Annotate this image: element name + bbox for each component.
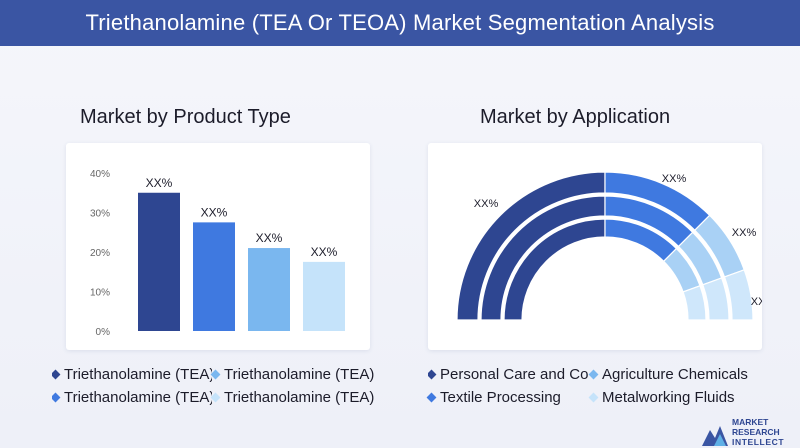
logo-line2: RESEARCH [732,427,780,437]
product-type-legend-item: Triethanolamine (TEA) [210,366,375,383]
product-type-legend-label: Triethanolamine (TEA) [64,389,212,406]
donut-data-label: XX% [732,227,757,239]
market-research-intellect-logo: MARKET RESEARCH INTELLECT [700,414,800,448]
y-tick-label: 0% [96,327,111,338]
application-legend-label: Personal Care and Co [440,366,589,383]
product-type-heading: Market by Product Type [80,106,291,128]
donut-segment-4-ring-3 [682,285,707,321]
product-type-chart-panel: 40% 30% 20% 10% 0% XX% XX% XX% XX% [66,143,370,350]
bar-3 [248,248,290,331]
y-tick-label: 40% [90,169,110,180]
diamond-marker-icon [588,369,599,380]
application-legend-label: Textile Processing [440,389,561,406]
product-type-bar-chart: 40% 30% 20% 10% 0% XX% XX% XX% XX% [90,169,345,338]
application-legend-label: Metalworking Fluids [602,389,735,406]
product-type-legend-label: Triethanolamine (TEA) [64,366,212,383]
diamond-marker-icon [52,392,61,403]
product-type-legend-label: Triethanolamine (TEA) [224,366,375,383]
bar-data-label: XX% [146,176,173,190]
page-header: Triethanolamine (TEA Or TEOA) Market Seg… [0,0,800,46]
page-title: Triethanolamine (TEA Or TEOA) Market Seg… [85,10,715,35]
donut-segment-4-ring-2 [702,277,730,321]
product-type-legend-item: Triethanolamine (TEA) [52,389,212,406]
application-legend-item: Personal Care and Co [428,366,590,383]
product-type-legend-item: Triethanolamine (TEA) [210,389,375,406]
bar-data-label: XX% [311,245,338,259]
product-type-legend-item: Triethanolamine (TEA) [52,366,212,383]
diamond-marker-icon [426,392,437,403]
bar-data-label: XX% [256,231,283,245]
application-legend-item: Agriculture Chemicals [588,366,748,383]
diamond-marker-icon [210,369,221,380]
bar-4 [303,261,345,331]
logo-line1: MARKET [732,417,769,427]
application-legend-item: Textile Processing [426,389,561,406]
diamond-marker-icon [588,392,599,403]
application-donut-chart: XX% XX% XX% XX% [456,171,775,321]
application-legend-label: Agriculture Chemicals [602,366,748,383]
donut-data-label: XX% [474,198,499,210]
y-tick-label: 30% [90,209,110,220]
application-chart-panel: XX% XX% XX% XX% [428,143,775,350]
y-tick-label: 10% [90,288,110,299]
donut-data-label: XX% [662,173,687,185]
bar-2 [193,222,235,331]
logo-mark-icon: MARKET RESEARCH INTELLECT [702,417,784,447]
product-type-legend-label: Triethanolamine (TEA) [224,389,375,406]
diamond-marker-icon [428,369,437,380]
diamond-marker-icon [52,369,61,380]
bar-1 [138,192,180,331]
donut-segment-4-ring-1 [723,269,754,321]
logo-line3: INTELLECT [732,437,784,447]
application-heading: Market by Application [480,106,671,128]
bar-data-label: XX% [201,205,228,219]
donut-data-label: XX% [751,296,762,308]
y-tick-label: 20% [90,248,110,259]
diamond-marker-icon [210,392,221,403]
application-legend-item: Metalworking Fluids [588,389,735,406]
